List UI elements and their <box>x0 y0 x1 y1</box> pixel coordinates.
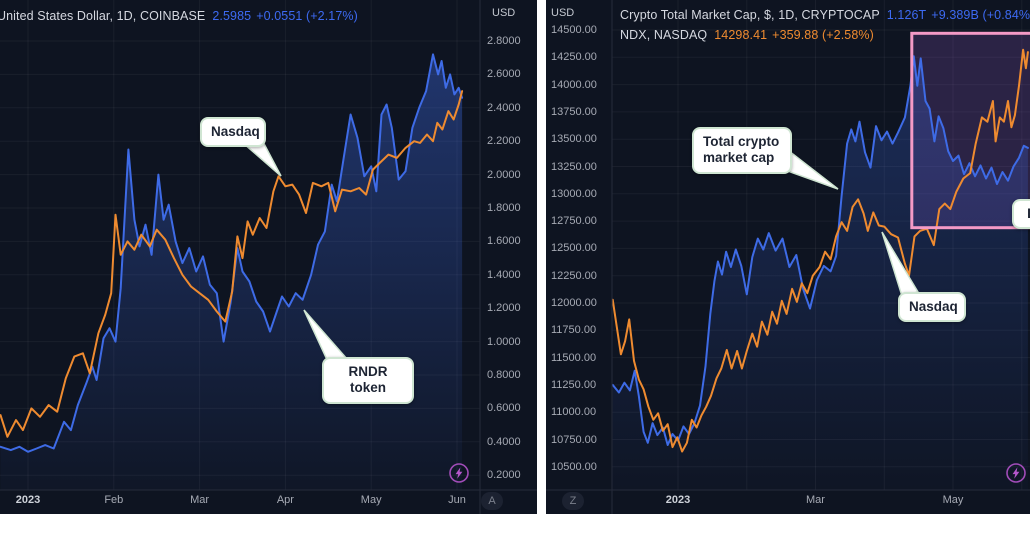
price-axis-label[interactable]: 10500.00 <box>551 460 597 473</box>
series-line-rndr-token[interactable] <box>0 53 464 453</box>
price-axis-label[interactable]: 11000.00 <box>551 406 597 419</box>
cryptocap-vs-ndx-chart[interactable] <box>546 0 1030 514</box>
price-axis-label[interactable]: 11500.00 <box>551 351 597 364</box>
price-axis-label[interactable]: 2.0000 <box>487 168 521 181</box>
price-axis-label[interactable]: 13000.00 <box>551 187 597 200</box>
chart-panel-rndr[interactable]: United States Dollar, 1D, COINBASE 2.5985… <box>0 0 537 514</box>
price-change: +0.0551 (+2.17%) <box>256 9 358 23</box>
price-axis-label[interactable]: 12500.00 <box>551 242 597 255</box>
price-axis-label[interactable]: 12250.00 <box>551 269 597 282</box>
price-axis-label[interactable]: 2.8000 <box>487 35 521 47</box>
chart-panel-crypto-total[interactable]: Crypto Total Market Cap, $, 1D, CRYPTOCA… <box>546 0 1030 514</box>
time-axis-label[interactable]: Jun <box>448 494 466 506</box>
price-axis-label[interactable]: 1.0000 <box>487 335 521 348</box>
price-axis-label[interactable]: 11250.00 <box>551 378 597 391</box>
chart-legend: United States Dollar, 1D, COINBASE 2.5985… <box>0 9 358 23</box>
highlight-box-border[interactable] <box>910 31 1030 230</box>
callout-rndr-token[interactable]: RNDR token <box>322 357 414 404</box>
last-price: 2.5985 <box>212 9 252 23</box>
time-axis-label[interactable]: 2023 <box>665 494 691 506</box>
price-axis-label[interactable]: 0.4000 <box>487 435 521 448</box>
boost-lightning-icon[interactable] <box>448 462 470 484</box>
callout-d[interactable]: D <box>1012 199 1030 230</box>
price-axis-label[interactable]: 0.8000 <box>487 369 521 381</box>
price-axis-label[interactable]: 1.6000 <box>487 235 521 248</box>
price-axis-label[interactable]: 2.2000 <box>487 135 521 148</box>
price-axis-label[interactable]: 0.6000 <box>487 402 521 415</box>
price-axis-label[interactable]: 1.8000 <box>487 202 521 214</box>
chart-legend-line1: Crypto Total Market Cap, $, 1D, CRYPTOCA… <box>620 8 1030 22</box>
price-axis-label[interactable]: 1.2000 <box>487 302 521 315</box>
price-axis-label[interactable]: 14000.00 <box>551 78 597 91</box>
auto-scale-button[interactable]: A <box>481 492 503 510</box>
price-axis-label[interactable]: 13750.00 <box>551 105 597 118</box>
symbol-title-ndx[interactable]: NDX, NASDAQ <box>620 28 708 42</box>
price-axis-label[interactable]: 12000.00 <box>551 297 597 309</box>
time-axis-label[interactable]: Mar <box>806 494 825 506</box>
price-axis-label[interactable]: 11750.00 <box>551 324 597 337</box>
time-axis-label[interactable]: May <box>360 494 382 506</box>
price-axis-currency: USD <box>492 7 516 19</box>
time-axis-label[interactable]: 2023 <box>15 494 41 506</box>
callout-total-crypto-market-cap[interactable]: Total crypto market cap <box>692 127 792 174</box>
rndr-vs-nasdaq-chart[interactable] <box>0 0 537 514</box>
scale-mode-button[interactable]: Z <box>562 492 584 510</box>
symbol-title[interactable]: Crypto Total Market Cap, $, 1D, CRYPTOCA… <box>620 8 880 22</box>
last-price: 1.126T <box>886 8 927 22</box>
price-axis-label[interactable]: 2.6000 <box>487 68 521 81</box>
callout-nasdaq[interactable]: Nasdaq <box>898 292 966 323</box>
price-axis-label[interactable]: 13250.00 <box>551 160 597 173</box>
callout-nasdaq[interactable]: Nasdaq <box>200 117 266 148</box>
boost-lightning-icon[interactable] <box>1005 462 1027 484</box>
price-change: +9.389B (+0.84%) <box>931 8 1030 22</box>
symbol-title[interactable]: United States Dollar, 1D, COINBASE <box>0 9 206 23</box>
price-axis-label[interactable]: 10750.00 <box>551 433 597 446</box>
price-axis-label[interactable]: 13500.00 <box>551 133 597 146</box>
time-axis-label[interactable]: Feb <box>104 494 124 506</box>
time-axis-label[interactable]: May <box>942 494 964 506</box>
price-axis-label[interactable]: 14500.00 <box>551 24 597 36</box>
price-axis-label[interactable]: 2.4000 <box>487 101 521 114</box>
ndx-price-change: +359.88 (+2.58%) <box>772 28 874 42</box>
time-axis-label[interactable]: Apr <box>276 494 294 506</box>
price-axis-label[interactable]: 14250.00 <box>551 51 597 64</box>
price-axis-label[interactable]: 1.4000 <box>487 268 521 281</box>
time-axis-label[interactable]: Mar <box>190 494 210 506</box>
series-line-nasdaq-ndx-[interactable] <box>611 48 1029 453</box>
chart-legend-line2: NDX, NASDAQ 14298.41 +359.88 (+2.58%) <box>620 28 874 42</box>
price-axis-currency: USD <box>551 7 575 19</box>
price-axis-label[interactable]: 12750.00 <box>551 215 597 228</box>
series-line-total-crypto-market-cap[interactable] <box>611 55 1029 446</box>
ndx-last-price: 14298.41 <box>714 28 768 42</box>
series-line-nasdaq[interactable] <box>0 90 464 438</box>
price-axis-label[interactable]: 0.2000 <box>487 469 521 482</box>
